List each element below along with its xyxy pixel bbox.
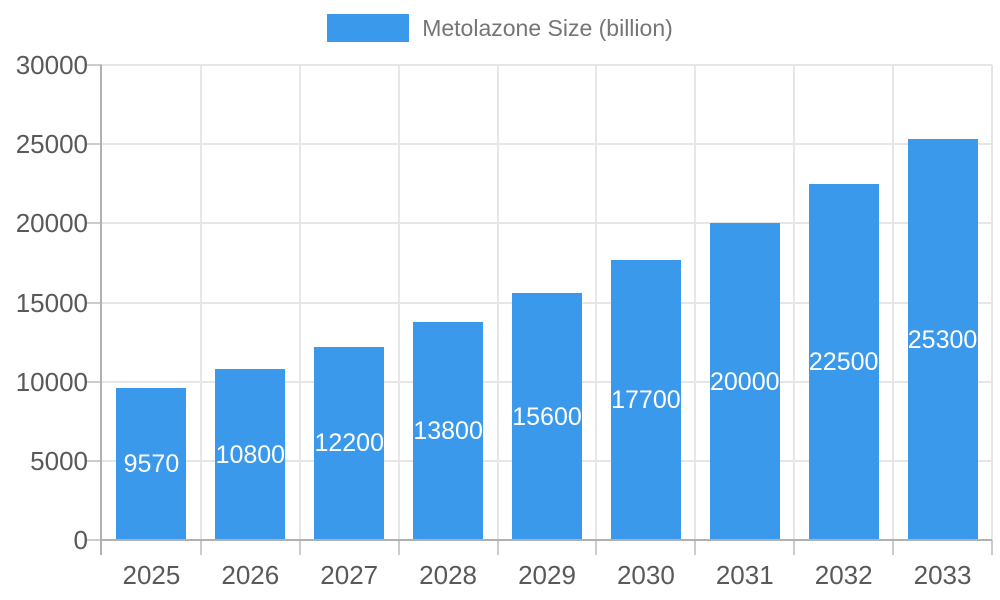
- y-tick-label: 25000: [15, 129, 88, 160]
- x-tick-label: 2027: [320, 560, 379, 590]
- y-axis-line: [100, 65, 102, 555]
- x-tick-label: 2032: [814, 560, 873, 590]
- bar: 22500: [808, 183, 879, 540]
- y-axis-tick: [86, 64, 102, 66]
- legend[interactable]: Metolazone Size (billion): [0, 14, 1000, 42]
- x-grid-line: [595, 65, 598, 540]
- bar: 13800: [413, 321, 484, 540]
- y-tick-label: 5000: [30, 445, 88, 476]
- bar-value-label: 13800: [413, 416, 483, 445]
- y-axis-tick: [86, 380, 102, 383]
- x-grid-line: [892, 65, 895, 540]
- x-axis-tick: [991, 540, 993, 555]
- x-grid-line: [793, 65, 796, 540]
- y-grid-line: [102, 222, 992, 225]
- y-axis-tick: [86, 301, 102, 304]
- x-grid-line: [397, 65, 400, 540]
- x-axis-tick: [199, 540, 202, 555]
- y-axis-tick: [86, 539, 102, 541]
- y-tick-label: 30000: [15, 50, 88, 80]
- bar: 10800: [215, 369, 286, 540]
- bar-value-label: 17700: [611, 385, 681, 414]
- x-tick-label: 2025: [122, 560, 181, 590]
- y-axis-tick: [86, 222, 102, 225]
- bar-value-label: 15600: [512, 402, 582, 431]
- bar: 25300: [907, 139, 978, 540]
- y-tick-label: 10000: [15, 366, 88, 397]
- y-axis-tick: [86, 459, 102, 462]
- x-axis-tick: [694, 540, 697, 555]
- x-tick-label: 2028: [419, 560, 478, 590]
- x-axis-tick: [496, 540, 499, 555]
- x-grid-line: [199, 65, 202, 540]
- x-axis-line: [100, 539, 992, 541]
- x-axis-tick: [793, 540, 796, 555]
- y-grid-line: [102, 64, 992, 66]
- bar: 20000: [709, 223, 780, 540]
- bar: 9570: [116, 388, 187, 540]
- x-grid-line: [298, 65, 301, 540]
- y-grid-line: [102, 143, 992, 146]
- x-grid-line: [496, 65, 499, 540]
- bar: 15600: [512, 293, 582, 540]
- bar-value-label: 25300: [907, 325, 978, 354]
- bar: 17700: [610, 259, 681, 540]
- bar-value-label: 12200: [314, 429, 384, 458]
- x-grid-line: [991, 65, 993, 540]
- bar-value-label: 9570: [123, 450, 180, 479]
- y-tick-label: 20000: [15, 208, 88, 239]
- bar-value-label: 22500: [808, 347, 879, 376]
- x-axis-tick: [595, 540, 598, 555]
- legend-label: Metolazone Size (billion): [422, 14, 673, 41]
- bar: 12200: [314, 346, 385, 540]
- x-tick-label: 2029: [518, 560, 576, 590]
- bar-value-label: 10800: [215, 440, 286, 469]
- x-axis-tick: [298, 540, 301, 555]
- x-axis-tick: [892, 540, 895, 555]
- x-tick-label: 2030: [616, 560, 675, 590]
- legend-swatch-icon[interactable]: [327, 14, 410, 42]
- x-tick-label: 2033: [913, 560, 972, 590]
- bar-value-label: 20000: [710, 367, 780, 396]
- x-axis-tick: [397, 540, 400, 555]
- x-tick-label: 2026: [221, 560, 280, 590]
- y-tick-label: 0: [73, 525, 88, 555]
- x-grid-line: [694, 65, 697, 540]
- x-tick-label: 2031: [715, 560, 774, 590]
- y-axis-tick: [86, 143, 102, 146]
- y-tick-label: 15000: [15, 287, 88, 318]
